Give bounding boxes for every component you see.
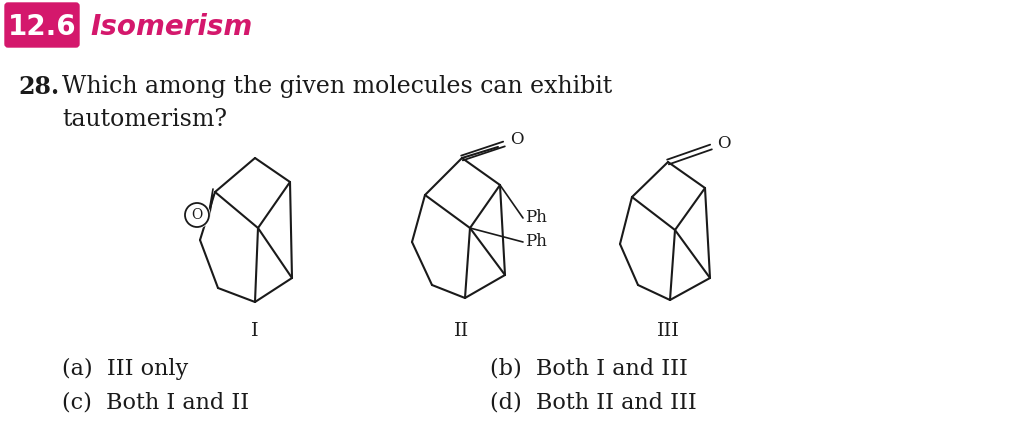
Text: Isomerism: Isomerism (90, 13, 252, 41)
Text: tautomerism?: tautomerism? (62, 108, 227, 131)
Text: Which among the given molecules can exhibit: Which among the given molecules can exhi… (62, 75, 612, 98)
Text: 28.: 28. (18, 75, 59, 99)
Text: (d)  Both II and III: (d) Both II and III (490, 392, 696, 414)
Circle shape (184, 202, 210, 228)
Text: I: I (251, 322, 259, 340)
Text: III: III (656, 322, 680, 340)
Text: II: II (455, 322, 470, 340)
Text: (a)  III only: (a) III only (62, 358, 188, 380)
Text: O: O (191, 208, 203, 222)
Text: (c)  Both I and II: (c) Both I and II (62, 392, 249, 414)
Text: O: O (717, 135, 730, 151)
Circle shape (185, 203, 209, 227)
Text: Ph: Ph (525, 233, 547, 251)
Text: O: O (510, 132, 523, 148)
Text: (b)  Both I and III: (b) Both I and III (490, 358, 688, 380)
Text: Ph: Ph (525, 209, 547, 227)
FancyBboxPatch shape (5, 3, 79, 47)
Text: 12.6: 12.6 (8, 13, 77, 41)
